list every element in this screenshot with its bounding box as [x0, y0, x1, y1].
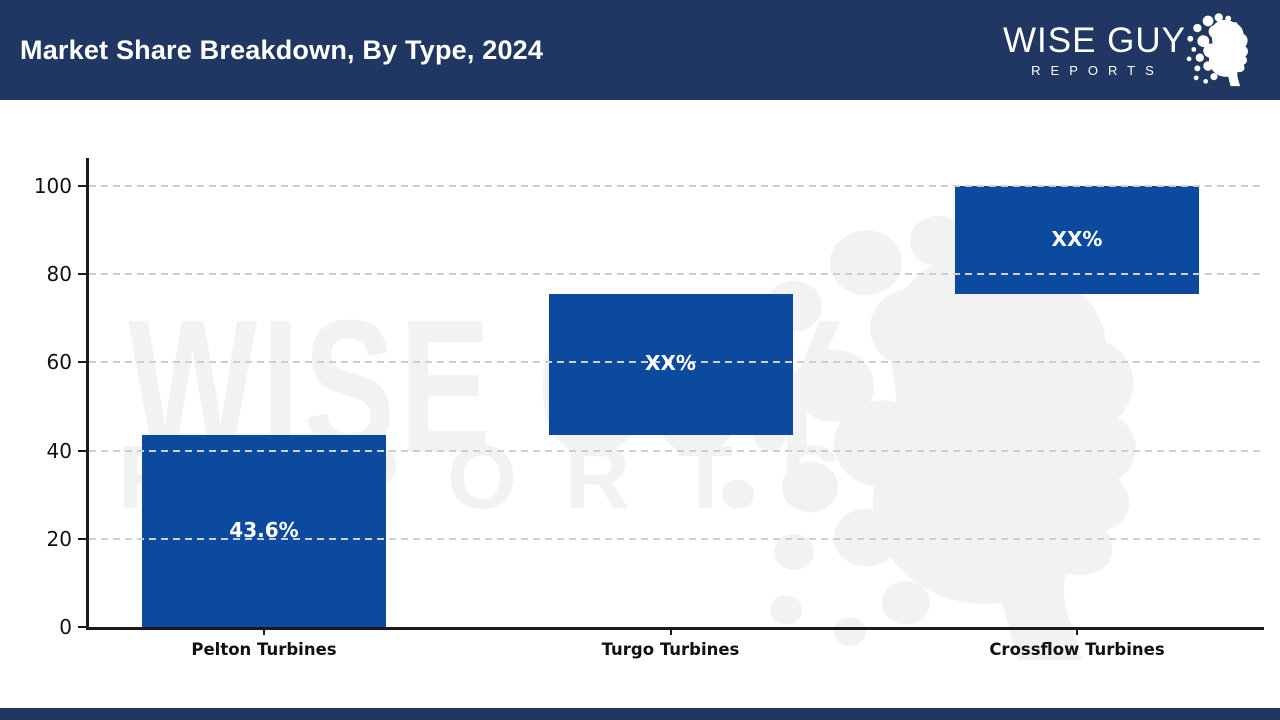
- y-tick-mark: [78, 361, 87, 364]
- y-tick-label: 80: [46, 262, 72, 287]
- dotted-face-profile-icon: [1186, 13, 1249, 87]
- gridline: [89, 537, 1262, 540]
- brand-logo: WISE GUY REPORTS: [1003, 10, 1256, 90]
- gridline: [89, 449, 1262, 452]
- x-tick-mark: [1076, 629, 1078, 635]
- y-tick-mark: [78, 537, 87, 540]
- y-tick-mark: [78, 185, 87, 187]
- x-category-label: Turgo Turbines: [601, 640, 740, 659]
- gridline: [89, 185, 1262, 187]
- y-tick-label: 60: [46, 350, 72, 375]
- bar-value-label: XX%: [645, 351, 696, 376]
- header-bar: Market Share Breakdown, By Type, 2024 WI…: [0, 0, 1280, 100]
- x-category-label: Pelton Turbines: [191, 640, 337, 659]
- y-tick-mark: [78, 626, 87, 628]
- x-axis-line: [86, 627, 1264, 630]
- bar-value-label: 43.6%: [229, 517, 299, 542]
- y-tick-mark: [78, 449, 87, 452]
- y-tick-label: 40: [46, 438, 72, 463]
- footer-bar: [0, 708, 1280, 720]
- bar-value-label: XX%: [1051, 226, 1103, 251]
- brand-subtitle: REPORTS: [1031, 62, 1164, 78]
- y-tick-mark: [78, 273, 87, 276]
- gridline: [89, 361, 1262, 364]
- brand-name: WISE GUY: [1002, 20, 1186, 60]
- gridline: [89, 273, 1262, 276]
- y-tick-label: 100: [33, 174, 72, 198]
- x-tick-mark: [263, 629, 265, 635]
- brand-logo-text: WISE GUY REPORTS: [1003, 23, 1186, 78]
- y-axis-line: [86, 158, 89, 629]
- x-tick-mark: [669, 629, 672, 635]
- x-category-label: Crossflow Turbines: [989, 640, 1165, 659]
- y-tick-label: 20: [46, 526, 72, 551]
- bar-segment: [142, 434, 386, 627]
- page-title: Market Share Breakdown, By Type, 2024: [20, 34, 544, 65]
- y-tick-label: 0: [59, 615, 72, 639]
